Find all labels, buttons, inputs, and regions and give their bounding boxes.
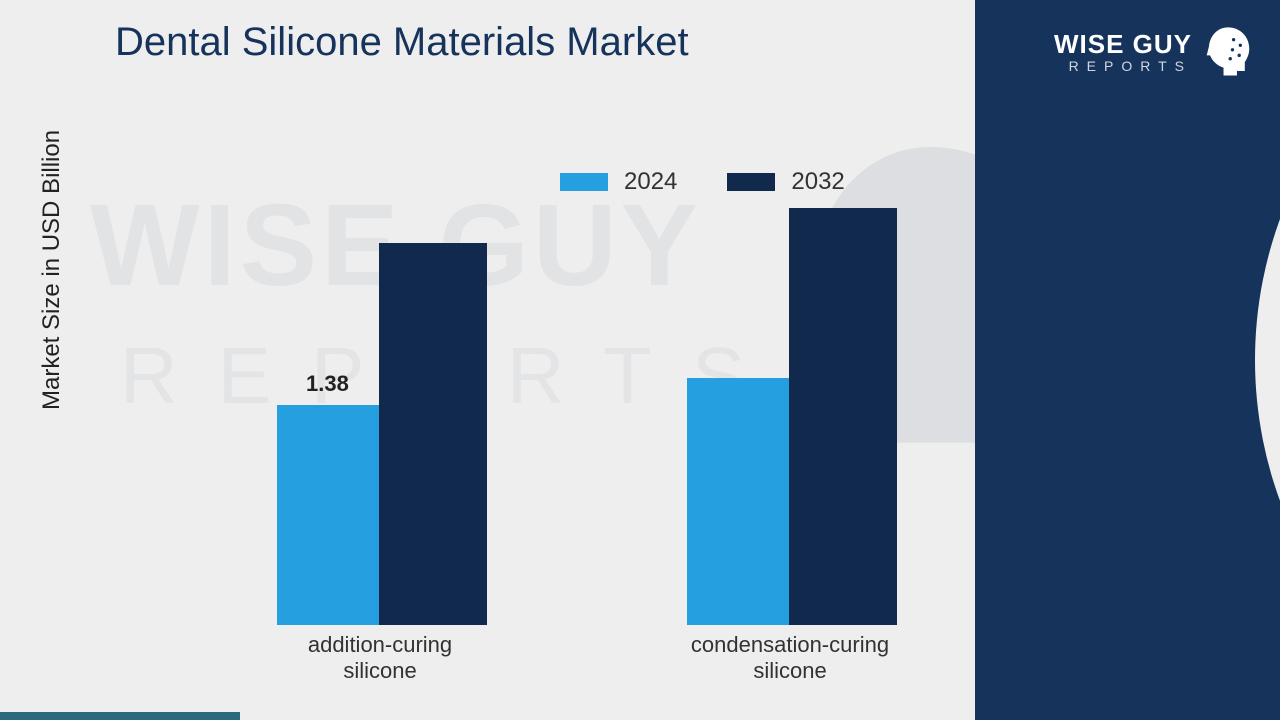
category-label: addition-curingsilicone bbox=[260, 632, 500, 685]
legend: 2024 2032 bbox=[560, 168, 845, 196]
legend-item-2024: 2024 bbox=[560, 168, 677, 196]
legend-label-2032: 2032 bbox=[791, 168, 844, 196]
brand-head-icon bbox=[1200, 24, 1256, 80]
brand-line2: REPORTS bbox=[1054, 59, 1192, 73]
bars-area: 1.38 bbox=[100, 195, 980, 625]
bar bbox=[277, 405, 385, 625]
y-axis-label: Market Size in USD Billion bbox=[38, 130, 66, 410]
bar-group: 1.38 bbox=[280, 243, 484, 625]
legend-swatch-2024 bbox=[560, 173, 608, 191]
bar-value-label: 1.38 bbox=[306, 371, 349, 397]
legend-item-2032: 2032 bbox=[727, 168, 844, 196]
bar-group bbox=[690, 208, 894, 625]
brand-logo: WISE GUY REPORTS bbox=[1054, 24, 1256, 80]
plot-area: 1.38 bbox=[100, 195, 980, 625]
circle-cutout bbox=[1255, 0, 1280, 720]
brand-line1: WISE GUY bbox=[1054, 31, 1192, 57]
bar bbox=[379, 243, 487, 625]
bar bbox=[789, 208, 897, 625]
footer-accent-bar bbox=[0, 712, 240, 720]
bar bbox=[687, 378, 795, 625]
chart-canvas: WISE GUY REPORTS Dental Silicone Materia… bbox=[0, 0, 1280, 720]
category-label: condensation-curingsilicone bbox=[670, 632, 910, 685]
legend-label-2024: 2024 bbox=[624, 168, 677, 196]
chart-title: Dental Silicone Materials Market bbox=[115, 20, 689, 65]
legend-swatch-2032 bbox=[727, 173, 775, 191]
